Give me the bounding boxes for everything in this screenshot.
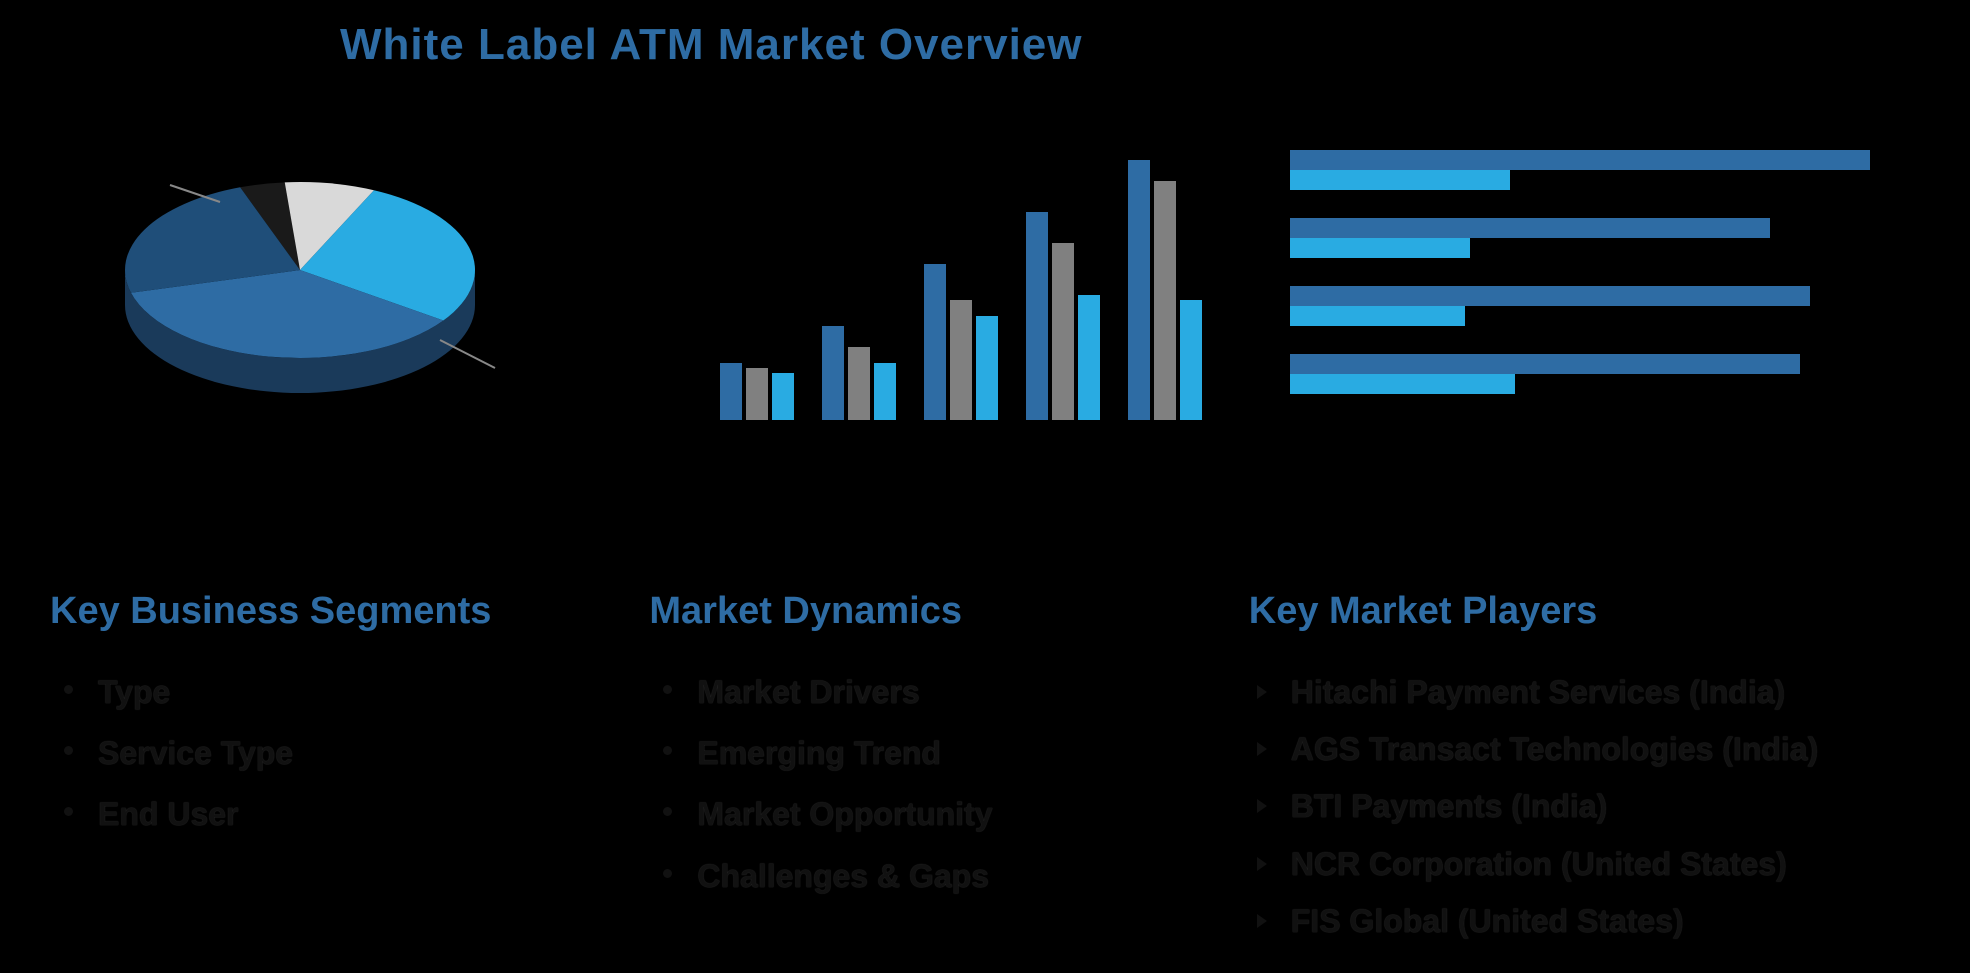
segments-column: Key Business Segments Type Service Type En… <box>50 590 609 957</box>
segments-item: Service Type <box>98 732 609 775</box>
bar <box>1180 300 1202 420</box>
bar <box>1128 160 1150 420</box>
pie-leader <box>440 340 495 368</box>
hbar <box>1290 238 1470 258</box>
dynamics-column: Market Dynamics Market Drivers Emerging T… <box>649 590 1208 957</box>
bar <box>1154 181 1176 420</box>
players-list: Hitachi Payment Services (India) AGS Tran… <box>1249 671 1920 943</box>
segments-item: Type <box>98 671 609 714</box>
bar <box>822 326 844 420</box>
pie-leader <box>170 185 220 202</box>
dynamics-title: Market Dynamics <box>649 590 1208 633</box>
hbar <box>1290 374 1515 394</box>
pie-svg <box>100 150 500 410</box>
hbar <box>1290 306 1465 326</box>
bar-group <box>822 326 896 420</box>
bar-group <box>1026 212 1100 420</box>
bar <box>924 264 946 420</box>
dynamics-item: Market Drivers <box>697 671 1208 714</box>
dynamics-item: Challenges & Gaps <box>697 855 1208 898</box>
hbar <box>1290 286 1810 306</box>
players-column: Key Market Players Hitachi Payment Servi… <box>1249 590 1920 957</box>
segments-item: End User <box>98 793 609 836</box>
players-item: NCR Corporation (United States) <box>1291 843 1920 886</box>
segments-title: Key Business Segments <box>50 590 609 633</box>
players-item: Hitachi Payment Services (India) <box>1291 671 1920 714</box>
dynamics-item: Market Opportunity <box>697 793 1208 836</box>
hbar-pair <box>1290 150 1890 190</box>
bar <box>874 363 896 420</box>
hbar-pair <box>1290 354 1890 394</box>
horizontal-bar-chart <box>1290 150 1890 394</box>
bar <box>848 347 870 420</box>
bar <box>1052 243 1074 420</box>
bar <box>746 368 768 420</box>
hbar <box>1290 218 1770 238</box>
dynamics-item: Emerging Trend <box>697 732 1208 775</box>
bar <box>1078 295 1100 420</box>
players-item: AGS Transact Technologies (India) <box>1291 728 1920 771</box>
bar-group <box>924 264 998 420</box>
bar <box>976 316 998 420</box>
bar <box>720 363 742 420</box>
hbar <box>1290 354 1800 374</box>
bar <box>950 300 972 420</box>
players-title: Key Market Players <box>1249 590 1920 633</box>
bar <box>1026 212 1048 420</box>
dynamics-list: Market Drivers Emerging Trend Market Oppor… <box>649 671 1208 898</box>
hbar <box>1290 170 1510 190</box>
hbar <box>1290 150 1870 170</box>
bar-group <box>720 363 794 420</box>
page-title: White Label ATM Market Overview <box>340 20 1083 70</box>
players-item: BTI Payments (India) <box>1291 785 1920 828</box>
pie-chart <box>100 150 500 410</box>
players-item: FIS Global (United States) <box>1291 900 1920 943</box>
bar-group <box>1128 160 1202 420</box>
grouped-bar-chart <box>720 140 1180 420</box>
bottom-columns: Key Business Segments Type Service Type En… <box>50 590 1920 957</box>
hbar-pair <box>1290 218 1890 258</box>
hbar-pair <box>1290 286 1890 326</box>
segments-list: Type Service Type End User <box>50 671 609 837</box>
bar <box>772 373 794 420</box>
